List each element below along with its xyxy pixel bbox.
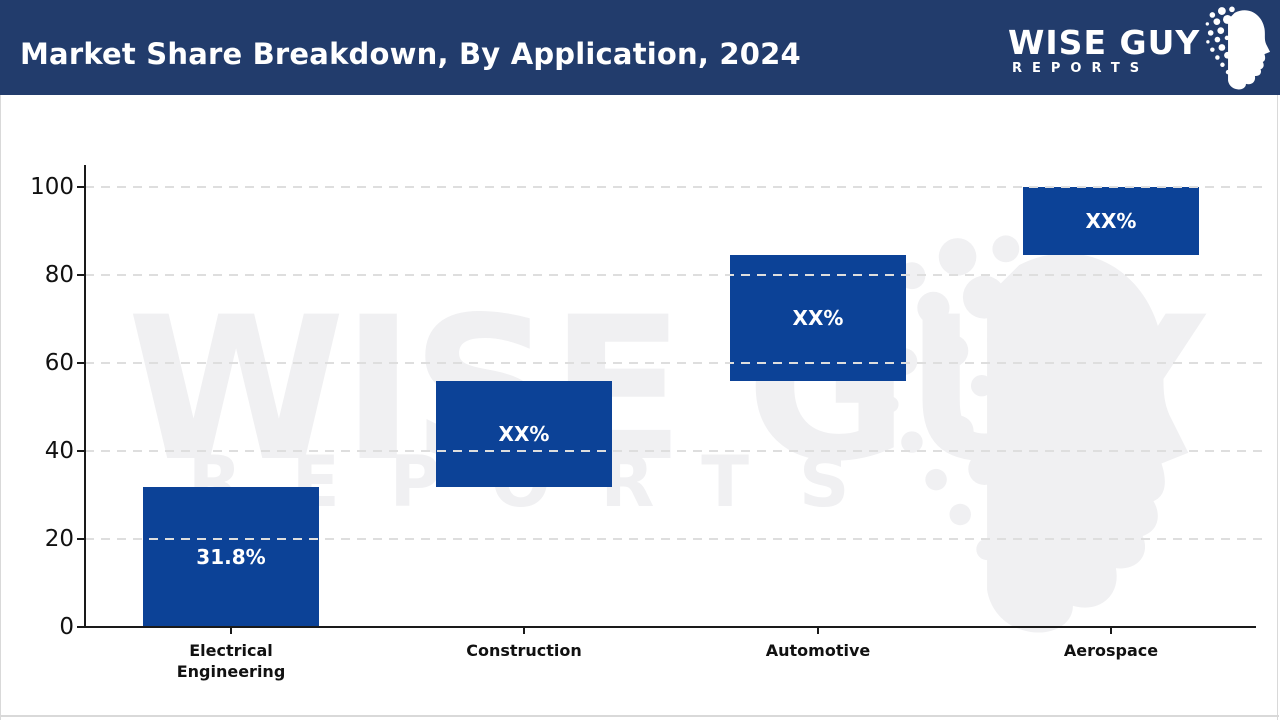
logo-face-icon	[1205, 6, 1271, 90]
x-category-label: Automotive	[765, 641, 871, 660]
x-tick-mark	[523, 628, 525, 634]
bottom-border-line	[1, 715, 1279, 717]
x-tick-mark	[817, 628, 819, 634]
bar-value-label: XX%	[1085, 209, 1137, 234]
bar: 31.8%	[143, 487, 319, 627]
logo-subtext: REPORTS	[1012, 61, 1150, 76]
y-tick-label: 60	[44, 350, 74, 376]
y-tick-label: 0	[59, 614, 74, 640]
y-axis-line	[84, 165, 86, 628]
gridline	[85, 450, 1269, 452]
gridline	[85, 274, 1269, 276]
bar: XX%	[436, 381, 612, 488]
gridline	[85, 362, 1269, 364]
chart-title: Market Share Breakdown, By Application, …	[20, 37, 801, 71]
y-tick-label: 80	[44, 262, 74, 288]
y-tick-mark	[77, 274, 85, 276]
bar: XX%	[1023, 187, 1199, 256]
logo-wordmark: WISE GUY	[1008, 23, 1201, 62]
x-axis-line	[84, 626, 1256, 628]
y-tick-mark	[77, 450, 85, 452]
watermark-face-icon	[879, 235, 1189, 633]
y-tick-mark	[77, 626, 85, 628]
y-tick-mark	[77, 186, 85, 188]
bar: XX%	[730, 255, 906, 382]
y-tick-label: 100	[30, 174, 74, 200]
bar-value-label: XX%	[792, 306, 844, 331]
header: Market Share Breakdown, By Application, …	[0, 0, 1280, 95]
y-tick-label: 20	[44, 526, 74, 552]
gridline	[85, 186, 1269, 188]
y-tick-mark	[77, 538, 85, 540]
chart-area: WISE GUY REPORTS 02040608010031.8%Electr…	[0, 95, 1279, 720]
x-tick-mark	[1110, 628, 1112, 634]
brand-logo: WISE GUY REPORTS	[1008, 0, 1271, 95]
gridline	[85, 538, 1269, 540]
bar-value-label: XX%	[498, 422, 550, 447]
y-tick-mark	[77, 362, 85, 364]
y-tick-label: 40	[44, 438, 74, 464]
bar-value-label: 31.8%	[196, 545, 266, 570]
x-category-label: Electrical Engineering	[176, 641, 286, 681]
x-tick-mark	[230, 628, 232, 634]
x-category-label: Construction	[466, 641, 582, 660]
x-category-label: Aerospace	[1063, 641, 1159, 660]
